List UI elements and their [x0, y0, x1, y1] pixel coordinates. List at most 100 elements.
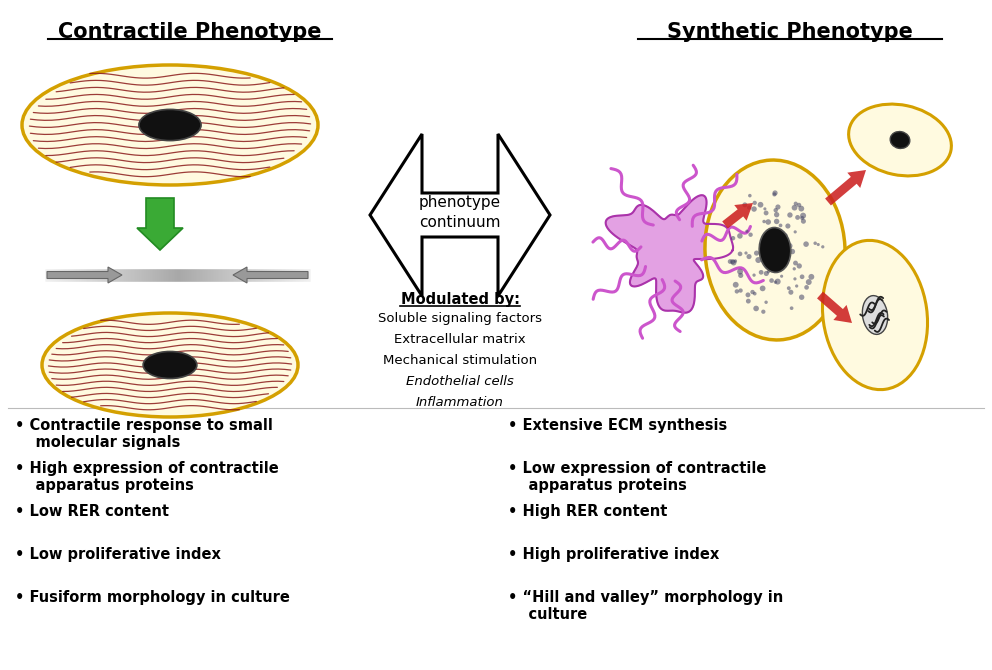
Circle shape: [765, 301, 768, 304]
Circle shape: [774, 253, 778, 257]
Circle shape: [765, 258, 771, 263]
Text: Extracellular matrix: Extracellular matrix: [394, 333, 526, 346]
Circle shape: [748, 232, 753, 237]
Circle shape: [763, 207, 767, 210]
Text: phenotype: phenotype: [419, 194, 501, 210]
Circle shape: [787, 286, 791, 290]
Circle shape: [781, 237, 786, 242]
Circle shape: [737, 233, 743, 239]
Circle shape: [813, 241, 817, 245]
Circle shape: [774, 281, 777, 284]
Circle shape: [766, 219, 771, 224]
Ellipse shape: [890, 131, 910, 149]
Text: Mechanical stimulation: Mechanical stimulation: [383, 354, 537, 367]
Circle shape: [816, 243, 819, 246]
Circle shape: [762, 220, 766, 223]
Circle shape: [728, 259, 732, 264]
Circle shape: [767, 270, 770, 273]
Text: Modulated by:: Modulated by:: [401, 292, 520, 307]
Text: • Fusiform morphology in culture: • Fusiform morphology in culture: [15, 590, 290, 605]
Circle shape: [808, 274, 814, 280]
Circle shape: [761, 310, 766, 314]
FancyArrow shape: [825, 170, 866, 206]
Text: • Low proliferative index: • Low proliferative index: [15, 547, 221, 562]
Text: • Low RER content: • Low RER content: [15, 504, 169, 519]
Circle shape: [758, 202, 764, 208]
Text: • High proliferative index: • High proliferative index: [508, 547, 719, 562]
Circle shape: [764, 246, 767, 249]
Circle shape: [738, 288, 743, 293]
Text: • High RER content: • High RER content: [508, 504, 668, 519]
Circle shape: [746, 292, 750, 297]
Circle shape: [774, 218, 780, 224]
Text: • Extensive ECM synthesis: • Extensive ECM synthesis: [508, 418, 727, 433]
Circle shape: [745, 230, 749, 233]
Circle shape: [747, 206, 751, 210]
Circle shape: [738, 251, 742, 256]
Text: Synthetic Phenotype: Synthetic Phenotype: [667, 22, 913, 42]
Circle shape: [752, 273, 756, 277]
Circle shape: [788, 212, 793, 218]
Circle shape: [738, 273, 743, 278]
Circle shape: [746, 254, 752, 259]
Circle shape: [790, 306, 794, 310]
Circle shape: [799, 206, 805, 212]
Circle shape: [777, 266, 782, 271]
Circle shape: [753, 201, 757, 205]
Circle shape: [775, 229, 781, 234]
Circle shape: [735, 289, 739, 293]
Circle shape: [775, 279, 781, 285]
Circle shape: [799, 295, 805, 300]
Ellipse shape: [22, 65, 318, 185]
Circle shape: [794, 277, 797, 281]
Text: Inflammation: Inflammation: [416, 396, 504, 409]
Circle shape: [760, 285, 766, 291]
Circle shape: [797, 263, 802, 269]
Circle shape: [744, 251, 748, 255]
Circle shape: [769, 278, 774, 283]
Circle shape: [746, 299, 751, 304]
Circle shape: [793, 261, 798, 265]
Circle shape: [789, 289, 794, 295]
Circle shape: [742, 202, 747, 207]
FancyArrow shape: [722, 203, 753, 228]
Text: Contractile Phenotype: Contractile Phenotype: [59, 22, 321, 42]
Ellipse shape: [705, 160, 845, 340]
Polygon shape: [370, 134, 550, 296]
Circle shape: [801, 218, 806, 224]
Circle shape: [787, 243, 793, 249]
Circle shape: [793, 267, 796, 271]
Circle shape: [776, 204, 781, 210]
Ellipse shape: [139, 109, 201, 141]
Text: continuum: continuum: [420, 214, 501, 230]
Circle shape: [795, 284, 799, 287]
Circle shape: [792, 205, 798, 210]
Circle shape: [773, 192, 777, 196]
FancyArrow shape: [47, 267, 122, 283]
Ellipse shape: [848, 104, 951, 176]
Circle shape: [733, 282, 739, 287]
Text: Soluble signaling factors: Soluble signaling factors: [378, 312, 542, 325]
Circle shape: [772, 254, 778, 260]
Circle shape: [773, 190, 778, 196]
Circle shape: [766, 252, 772, 257]
Circle shape: [730, 259, 735, 264]
Circle shape: [774, 212, 780, 217]
Circle shape: [762, 237, 767, 241]
Ellipse shape: [862, 295, 888, 334]
Circle shape: [794, 202, 798, 206]
Circle shape: [794, 230, 797, 233]
Circle shape: [790, 249, 796, 255]
Circle shape: [759, 270, 764, 275]
Circle shape: [797, 203, 802, 207]
FancyArrow shape: [233, 267, 308, 283]
Text: • Contractile response to small
    molecular signals: • Contractile response to small molecula…: [15, 418, 273, 450]
FancyArrow shape: [137, 198, 183, 250]
Circle shape: [800, 275, 805, 279]
Circle shape: [748, 194, 752, 198]
Circle shape: [764, 210, 769, 215]
Circle shape: [821, 245, 824, 249]
Text: Endothelial cells: Endothelial cells: [406, 375, 514, 388]
Circle shape: [801, 212, 806, 218]
Circle shape: [753, 292, 757, 295]
